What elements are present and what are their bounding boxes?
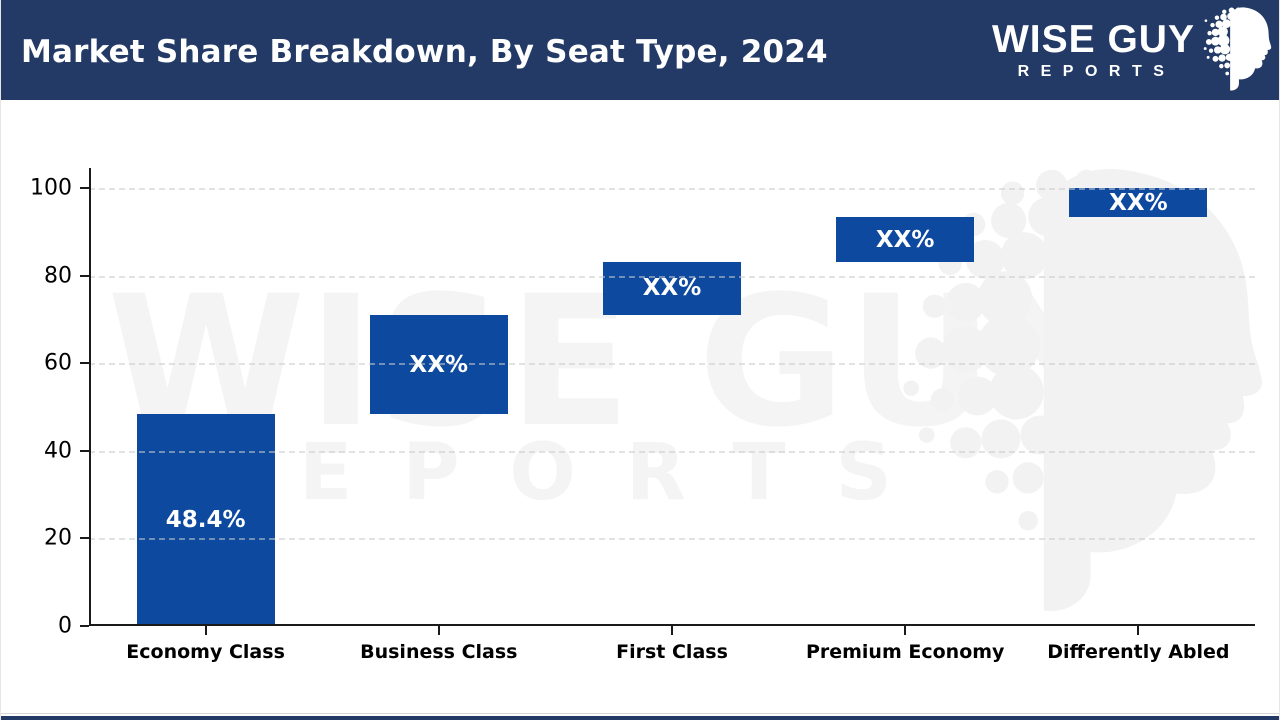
- bar-value-label: XX%: [1109, 189, 1168, 216]
- bar-value-label: 48.4%: [165, 507, 246, 534]
- bar-value-label: XX%: [642, 275, 702, 302]
- bar-segment: [603, 261, 741, 316]
- y-tick-label-20: 20: [44, 525, 72, 551]
- x-tick: [671, 626, 673, 635]
- x-category-label: Business Class: [360, 641, 518, 663]
- y-tick-20: [80, 537, 89, 540]
- x-category-label: First Class: [616, 641, 728, 663]
- header-bar: Market Share Breakdown, By Seat Type, 20…: [1, 0, 1279, 100]
- bar-value-label: XX%: [875, 226, 935, 253]
- logo-wordmark: WISE GUY REPORTS: [992, 20, 1195, 80]
- y-tick-label-60: 60: [44, 350, 72, 376]
- wise-guy-logo: WISE GUY REPORTS: [992, 4, 1273, 96]
- footer-bar: [1, 716, 1279, 720]
- bar-segment: [136, 414, 275, 626]
- logo-wordmark-line2: REPORTS: [1017, 63, 1176, 80]
- watermark-subtitle: REPORTS: [189, 428, 942, 518]
- x-tick: [204, 626, 207, 635]
- y-tick-80: [80, 274, 89, 277]
- x-tick: [437, 626, 440, 635]
- wise-guy-head-icon: [1203, 7, 1272, 91]
- logo-wordmark-line1: WISE GUY: [991, 18, 1195, 61]
- plot-area: 0 20 40 60 80 100 48.4% Economy Class XX% Busines…: [30, 168, 1255, 663]
- page-title: Market Share Breakdown, By Seat Type, 20…: [21, 34, 828, 70]
- y-tick-40: [80, 449, 89, 452]
- footer-divider: [1, 713, 1279, 714]
- x-category-label: Premium Economy: [805, 641, 1005, 663]
- gridline-60: [89, 363, 1255, 366]
- y-tick-0: [80, 625, 89, 627]
- y-tick-60: [80, 362, 89, 365]
- x-category-label: Differently Abled: [1047, 641, 1230, 663]
- gridline-80: [89, 275, 1255, 278]
- x-axis: [89, 624, 1255, 626]
- y-tick-label-100: 100: [30, 175, 72, 201]
- y-tick-label-40: 40: [44, 438, 72, 464]
- y-tick-label-0: 0: [58, 613, 72, 639]
- bar-segment: [1069, 188, 1208, 218]
- bar-value-label: XX%: [409, 351, 469, 378]
- y-tick-label-80: 80: [44, 263, 72, 289]
- y-axis: [89, 168, 91, 626]
- x-tick: [1137, 626, 1140, 635]
- y-tick-100: [80, 187, 89, 190]
- gridline-100: [89, 188, 1255, 191]
- gridline-20: [89, 538, 1255, 541]
- gridline-40: [89, 450, 1255, 453]
- bar-segment: [836, 217, 975, 262]
- x-tick: [904, 626, 907, 635]
- x-category-label: Economy Class: [126, 641, 285, 663]
